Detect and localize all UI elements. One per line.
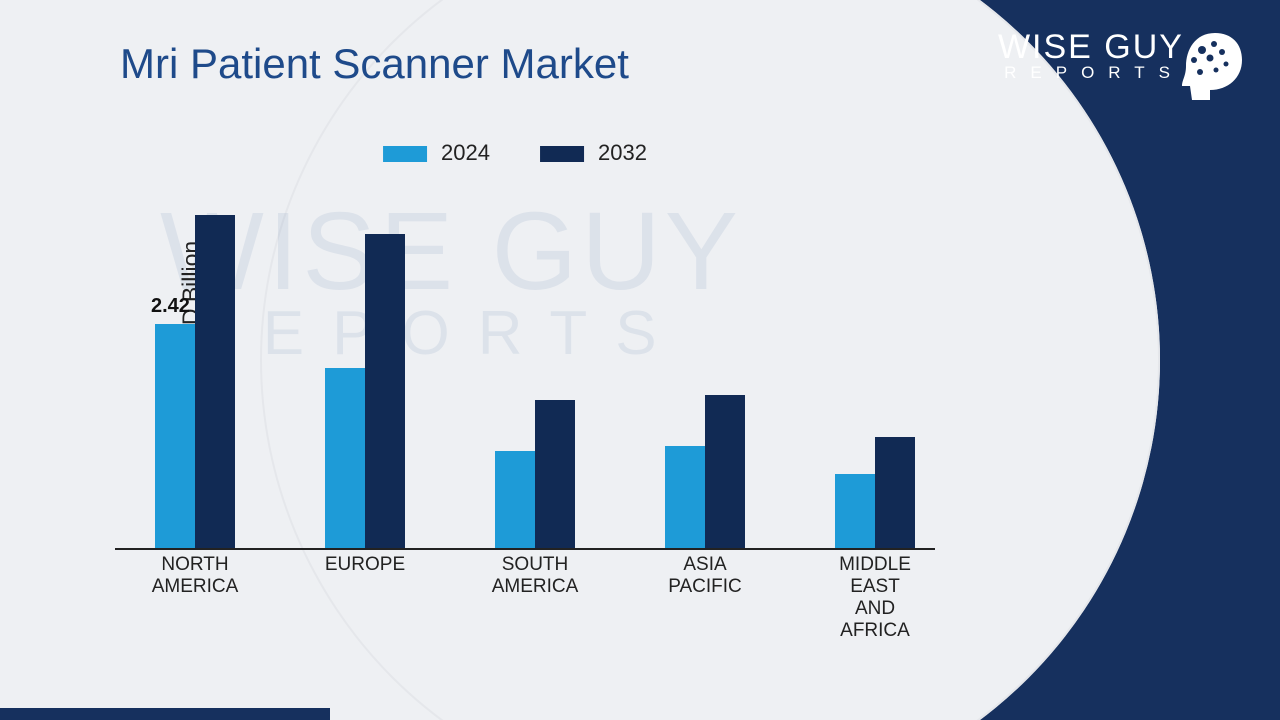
bar <box>195 215 235 548</box>
chart-title: Mri Patient Scanner Market <box>120 40 629 88</box>
bar <box>875 437 915 548</box>
bar <box>665 446 705 548</box>
x-tick-label: MIDDLEEASTANDAFRICA <box>810 554 940 641</box>
brand-logo: WISE GUY REPORTS <box>990 28 1250 83</box>
legend-label-2032: 2032 <box>598 140 647 165</box>
legend-item-2032: 2032 <box>540 140 647 166</box>
legend-swatch-2032 <box>540 146 584 162</box>
bar-group <box>475 400 595 548</box>
legend-swatch-2024 <box>383 146 427 162</box>
bar <box>155 324 195 548</box>
legend-item-2024: 2024 <box>383 140 490 166</box>
x-tick-label: ASIAPACIFIC <box>640 554 770 598</box>
chart-area: Market Size in USD Billion 2024 2032 2.4… <box>95 140 935 610</box>
legend: 2024 2032 <box>383 140 647 166</box>
chart-canvas: WISE GUY REPORTS Mri Patient Scanner Mar… <box>0 0 1280 720</box>
bar-group <box>645 395 765 548</box>
bar <box>705 395 745 548</box>
bar <box>365 234 405 549</box>
brand-line1: WISE GUY <box>990 28 1184 67</box>
bar <box>535 400 575 548</box>
legend-label-2024: 2024 <box>441 140 490 165</box>
bar <box>835 474 875 548</box>
x-axis-labels: NORTHAMERICA EUROPE SOUTHAMERICA ASIAPACIFI… <box>115 554 935 674</box>
bar-group <box>815 437 935 548</box>
plot-region: 2.42 <box>115 180 935 550</box>
bar-group: 2.42 <box>135 215 255 548</box>
bar-group <box>305 234 425 549</box>
x-tick-label: NORTHAMERICA <box>130 554 260 598</box>
bottom-accent-strip <box>0 708 330 720</box>
bar <box>495 451 535 548</box>
bar-value-label: 2.42 <box>151 295 190 318</box>
x-tick-label: EUROPE <box>300 554 430 576</box>
brand-line2: REPORTS <box>990 63 1184 83</box>
bar <box>325 368 365 548</box>
x-tick-label: SOUTHAMERICA <box>470 554 600 598</box>
